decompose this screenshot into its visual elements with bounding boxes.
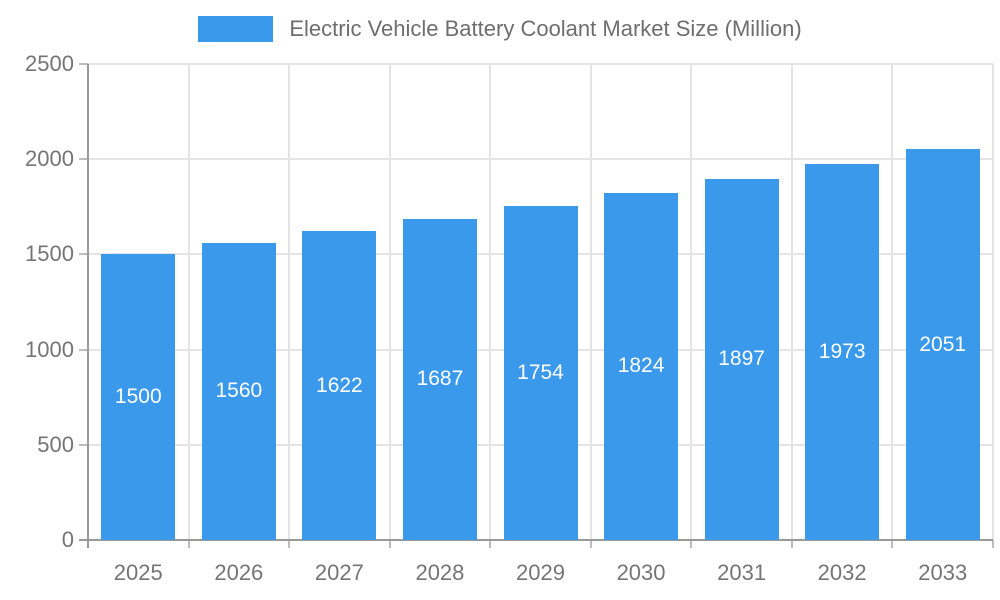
x-axis-tick [187,540,190,548]
y-axis-tick [79,253,88,256]
y-axis-tick-label: 0 [61,527,74,552]
x-axis-tick-label: 2028 [415,560,465,585]
bar-value-label: 1824 [617,354,665,378]
bar-value-label: 1754 [517,361,564,385]
bar-value-label: 2051 [919,332,967,356]
bar[interactable] [302,231,377,540]
bar[interactable] [704,178,779,540]
y-axis-tick-label: 1000 [25,336,74,362]
legend[interactable]: Electric Vehicle Battery Coolant Market … [0,16,1000,42]
x-axis-tick-label: 2030 [616,560,666,585]
bar[interactable] [805,164,880,540]
bar-value-label: 1622 [316,373,363,397]
y-axis-tick [79,63,88,65]
x-axis-tick-label: 2032 [817,560,867,585]
y-axis-tick [79,443,88,446]
x-axis-tick [388,540,391,548]
bar-value-label: 1560 [215,379,263,403]
bar[interactable] [604,192,679,540]
bar[interactable] [503,206,578,540]
gridline-vertical [288,64,291,540]
x-axis-tick-label: 2031 [717,560,767,585]
gridline-vertical [489,64,492,540]
x-axis-tick [489,540,492,548]
x-axis-tick-label: 2033 [918,560,968,585]
bar[interactable] [101,254,176,540]
bar-value-label: 1687 [416,367,464,391]
gridline-vertical [891,64,894,540]
gridline-vertical [790,64,793,540]
gridline-horizontal [88,63,993,65]
x-axis-tick [288,540,291,548]
y-axis-tick [79,158,88,161]
y-axis-tick-label: 500 [37,431,74,457]
x-axis-tick-label: 2027 [314,560,364,585]
bar-value-label: 1973 [818,340,866,364]
plot-area: 0 500 1000 1500 2000 2500 2025 2026 2027 2028 2029… [25,51,994,585]
y-axis-line [87,64,89,548]
x-axis-tick-label: 2025 [113,560,163,585]
gridline-vertical [388,64,391,540]
y-axis-tick-label: 2000 [25,146,74,172]
y-axis-tick-label: 1500 [25,241,74,267]
x-axis-line [79,539,993,541]
legend-label: Electric Vehicle Battery Coolant Market … [289,16,802,41]
x-axis-tick [790,540,793,548]
legend-swatch [198,16,274,42]
bar[interactable] [402,218,477,540]
x-axis-tick [589,540,592,548]
gridline-vertical [187,64,190,540]
gridline-horizontal [88,158,993,161]
gridline-vertical [690,64,693,540]
gridline-vertical [589,64,592,540]
x-axis-tick [690,540,693,548]
y-axis-tick [79,348,88,351]
x-axis-tick [992,540,994,548]
y-axis-tick-label: 2500 [25,51,74,76]
x-axis-tick-label: 2029 [516,560,565,585]
bar[interactable] [905,149,980,540]
bar-value-label: 1897 [718,347,765,371]
bar-value-label: 1500 [114,385,162,409]
gridline-vertical [992,64,994,540]
bar[interactable] [201,242,276,540]
x-axis-tick-label: 2026 [214,560,264,585]
x-axis-tick [891,540,894,548]
